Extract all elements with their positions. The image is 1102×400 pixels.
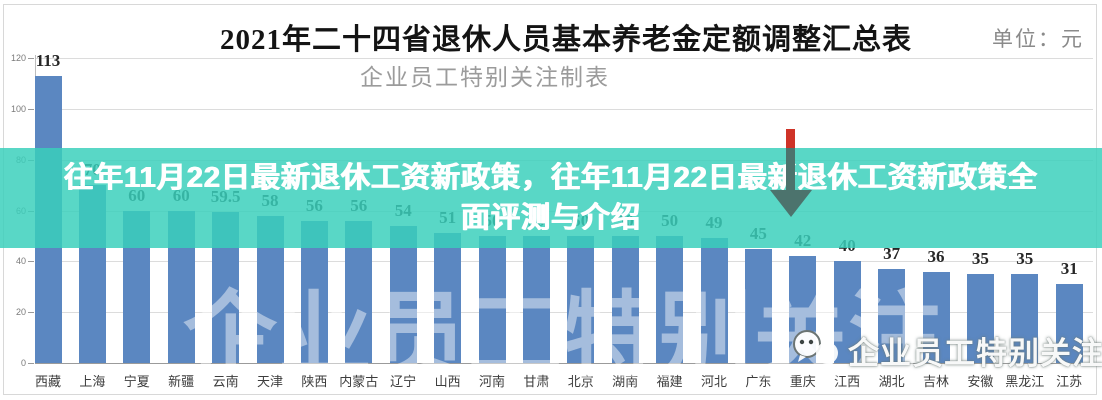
- gridline-120: [36, 58, 1093, 59]
- overlay-banner-line1: 往年11月22日最新退休工资新政策，往年11月22日最新退休工资新政策全: [64, 162, 1038, 194]
- x-axis-label-天津: 天津: [256, 374, 283, 389]
- x-axis-label-吉林: 吉林: [922, 374, 949, 389]
- arrow-tip: [786, 129, 795, 149]
- x-axis-label-宁夏: 宁夏: [123, 374, 150, 389]
- x-axis-label-甘肃: 甘肃: [523, 374, 550, 389]
- chart-subtitle: 企业员工特别关注制表: [360, 64, 610, 90]
- bar-黑龙江: [1011, 274, 1039, 363]
- x-axis-label-福建: 福建: [656, 374, 683, 389]
- bar-value-label-西藏: 113: [35, 50, 61, 70]
- overlay-banner-line2: 面评测与介绍: [460, 202, 641, 234]
- bar-value-label-安徽: 35: [971, 249, 989, 269]
- gridline-20: [36, 312, 1093, 314]
- x-axis-label-重庆: 重庆: [789, 374, 816, 389]
- y-tick-mark-40: [28, 261, 34, 263]
- bar-value-label-江苏: 31: [1060, 259, 1078, 279]
- bar-湖南: [611, 235, 639, 363]
- y-tick-mark-100: [28, 108, 34, 110]
- bar-广东: [744, 248, 772, 363]
- x-axis-label-内蒙古: 内蒙古: [339, 374, 379, 389]
- bar-福建: [656, 235, 684, 363]
- y-tick-label-100: 100: [10, 103, 26, 114]
- watermark-corner: 企业员工特别关注: [790, 327, 1102, 373]
- y-tick-mark-0: [28, 363, 34, 364]
- y-tick-label-20: 20: [15, 307, 26, 318]
- bar-江西: [833, 261, 861, 363]
- wechat-icon: [790, 329, 842, 371]
- x-axis-label-湖南: 湖南: [612, 374, 639, 389]
- gridline-40: [36, 261, 1093, 263]
- x-axis-label-新疆: 新疆: [168, 374, 195, 389]
- bar-value-label-湖北: 37: [883, 243, 901, 263]
- x-axis-label-山西: 山西: [434, 374, 461, 389]
- x-axis-label-江西: 江西: [834, 374, 861, 389]
- bar-河北: [700, 238, 728, 363]
- bar-甘肃: [522, 235, 550, 363]
- x-axis-label-西藏: 西藏: [34, 374, 61, 389]
- overlay-banner: 往年11月22日最新退休工资新政策，往年11月22日最新退休工资新政策全 面评测…: [0, 148, 1102, 248]
- arrow-stem: [786, 148, 795, 192]
- gridline-100: [36, 108, 1093, 110]
- bar-value-label-吉林: 36: [927, 246, 945, 266]
- y-tick-label-120: 120: [10, 53, 26, 63]
- x-axis-baseline: [35, 363, 1093, 364]
- x-axis-label-上海: 上海: [79, 374, 106, 389]
- x-axis-label-安徽: 安徽: [967, 374, 994, 389]
- bar-湖北: [878, 268, 906, 363]
- x-axis-label-河南: 河南: [478, 374, 505, 389]
- chart-title: 2021年二十四省退休人员基本养老金定额调整汇总表: [219, 24, 912, 56]
- x-axis-label-湖北: 湖北: [878, 374, 905, 389]
- x-axis-label-黑龙江: 黑龙江: [1005, 374, 1045, 389]
- bar-吉林: [922, 271, 950, 363]
- unit-label: 单位：元: [992, 28, 1084, 51]
- x-axis-label-河北: 河北: [700, 374, 727, 389]
- bar-value-label-黑龙江: 35: [1016, 249, 1034, 269]
- bar-辽宁: [389, 225, 417, 363]
- x-axis-label-广东: 广东: [745, 374, 772, 389]
- y-tick-mark-120: [28, 58, 34, 59]
- bar-安徽: [966, 274, 994, 363]
- y-tick-mark-20: [28, 312, 34, 314]
- bar-河南: [478, 235, 506, 363]
- x-axis-label-江苏: 江苏: [1056, 374, 1083, 389]
- arrow-head: [770, 190, 812, 217]
- y-tick-label-40: 40: [15, 256, 26, 267]
- x-axis-label-陕西: 陕西: [301, 374, 328, 389]
- watermark-corner-text: 企业员工特别关注: [848, 335, 1102, 371]
- red-down-arrow: [769, 129, 813, 221]
- bar-山西: [434, 233, 462, 363]
- bar-北京: [567, 235, 595, 363]
- x-axis-label-辽宁: 辽宁: [390, 374, 417, 389]
- bar-江苏: [1055, 284, 1083, 363]
- x-axis-label-云南: 云南: [212, 374, 239, 389]
- y-tick-label-0: 0: [20, 358, 26, 368]
- x-axis-label-北京: 北京: [567, 374, 594, 389]
